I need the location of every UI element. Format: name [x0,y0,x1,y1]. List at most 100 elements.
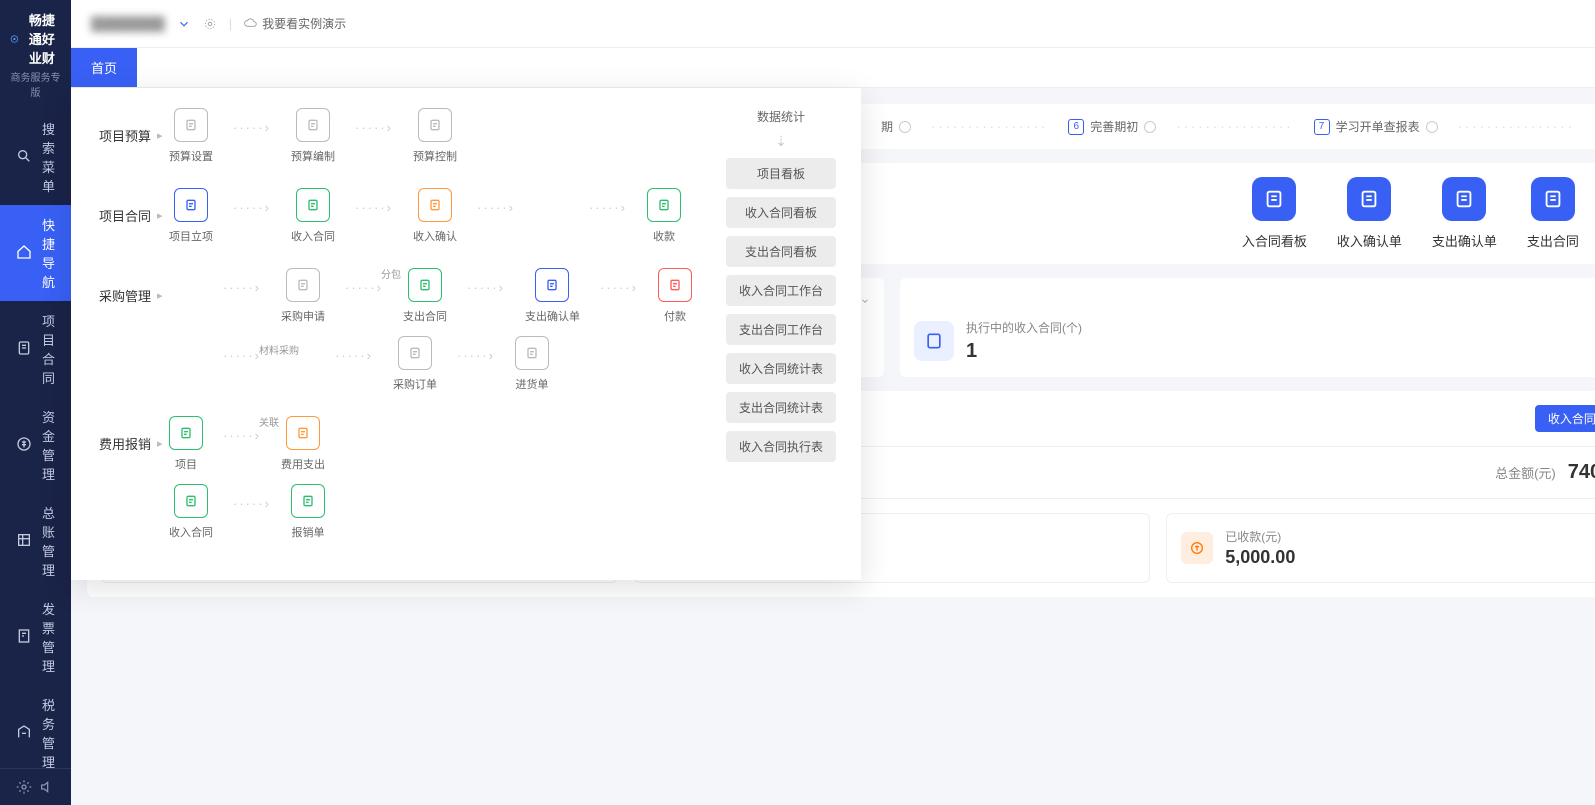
quick-icon [1531,177,1575,221]
flow-node [169,344,203,384]
flow-node[interactable]: 采购申请 [281,268,325,324]
flow-node[interactable]: 收入合同 [169,484,213,540]
money-icon [16,436,32,455]
play-icon [899,121,911,133]
sidebar-item-label: 项目合同 [42,311,55,387]
sidebar-item-label: 总账管理 [42,503,55,579]
sidebar-footer [0,768,71,805]
amount-icon [1181,532,1213,564]
demo-link[interactable]: 我要看实例演示 [244,15,346,32]
brand-title: 畅捷通好业财 [23,10,61,67]
mega-quick-6[interactable]: 支出合同统计表 [726,392,836,423]
step-2[interactable]: 7 学习开单查报表 [1314,118,1438,135]
mega-quick-7[interactable]: 收入合同执行表 [726,431,836,462]
flow-node[interactable]: 进货单 [515,336,549,392]
mega-quick-5[interactable]: 收入合同统计表 [726,353,836,384]
quick-action-1[interactable]: 收入确认单 [1337,177,1402,250]
arrow-icon: ·····› [223,280,261,295]
step-1[interactable]: 6 完善期初 [1068,118,1156,135]
cloud-icon [244,17,258,31]
sidebar-item-label: 发票管理 [42,599,55,675]
main: ████████ | 我要看实例演示 消息 62 App下载 在线客服 [71,0,1595,805]
flow-node[interactable]: 收款 [647,188,681,244]
contract-tabs: 收入合同 支出合同 [1535,405,1595,432]
nav: 搜索菜单 快捷导航 项目合同 资金管理 总账管理 发票管理 税务管理 固定资产 … [0,109,71,768]
sidebar-item-money[interactable]: 资金管理 [0,397,71,493]
tab-home[interactable]: 首页 [71,48,137,87]
arrow-icon: ·····› [467,280,505,295]
arrow-icon: ·····› [345,280,383,295]
sidebar-item-ledger[interactable]: 总账管理 [0,493,71,589]
mega-quick-3[interactable]: 收入合同工作台 [726,275,836,306]
arrow-icon: ·····› [223,348,261,363]
quick-icon [1442,177,1486,221]
home-icon [16,244,32,263]
flow-node[interactable]: 报销单 [291,484,325,540]
sidebar-item-label: 资金管理 [42,407,55,483]
flow-node[interactable]: 采购订单 [393,336,437,392]
arrow-icon: ·····› [233,200,271,215]
amount-card-2: 已收款(元) 5,000.00 [1166,513,1595,583]
stat-card-1: 近90天 执行中的收入合同(个) 1 [900,278,1595,377]
quick-icon [1252,177,1296,221]
flow-node[interactable]: 预算编制 [291,108,335,164]
step-0[interactable]: 期 [881,118,911,135]
sidebar-item-invoice[interactable]: 发票管理 [0,589,71,685]
quick-action-2[interactable]: 支出确认单 [1432,177,1497,250]
quick-action-0[interactable]: 入合同看板 [1242,177,1307,250]
quick-action-3[interactable]: 支出合同 [1527,177,1579,250]
arrow-icon: ·····› [355,120,393,135]
invoice-icon [16,628,32,647]
quick-icon [1347,177,1391,221]
topbar: ████████ | 我要看实例演示 消息 62 App下载 在线客服 [71,0,1595,48]
logo-icon [10,30,19,48]
flow-node[interactable]: 支出确认单 [525,268,580,324]
flow-node[interactable]: 预算控制 [413,108,457,164]
contract-total-label: 总金额(元) [1495,463,1556,482]
mega-quick-1[interactable]: 收入合同看板 [726,197,836,228]
gear-icon[interactable] [203,17,217,31]
ledger-icon [16,532,32,551]
play-icon [1144,121,1156,133]
mega-quick-2[interactable]: 支出合同看板 [726,236,836,267]
stat-icon [914,321,954,361]
sidebar-item-home[interactable]: 快捷导航 [0,205,71,301]
tax-icon [16,724,32,743]
sidebar-item-search[interactable]: 搜索菜单 [0,109,71,205]
arrow-icon: ·····› [457,348,495,363]
arrow-down-icon: ⇣ [775,133,787,150]
flow-node[interactable]: 收入确认 [413,188,457,244]
flow-node: 材料采购 [281,344,315,384]
sidebar-item-tax[interactable]: 税务管理 [0,685,71,768]
arrow-icon: ·····› [223,428,261,443]
flow-node[interactable]: 分包 支出合同 [403,268,447,324]
sidebar-item-doc[interactable]: 项目合同 [0,301,71,397]
brand-subtitle: 商务服务专版 [10,69,61,99]
flow-node[interactable]: 关联 费用支出 [281,416,325,472]
sidebar-item-label: 搜索菜单 [42,119,55,195]
flow-node[interactable]: 项目 [169,416,203,472]
chevron-down-icon[interactable] [177,17,191,31]
doc-icon [16,340,32,359]
mega-quick-panel: 数据统计 ⇣ 项目看板收入合同看板支出合同看板收入合同工作台支出合同工作台收入合… [721,108,841,462]
search-icon [16,148,32,167]
contract-total: 740,000.00 [1568,461,1595,484]
mega-quick-0[interactable]: 项目看板 [726,158,836,189]
logo: 畅捷通好业财 商务服务专版 [0,0,71,109]
settings-icon[interactable] [16,779,32,795]
arrow-icon: ·····› [335,348,373,363]
mega-quick-4[interactable]: 支出合同工作台 [726,314,836,345]
arrow-icon: ·····› [233,120,271,135]
arrow-icon: ·····› [233,496,271,511]
org-name: ████████ [91,16,165,31]
flow-node[interactable]: 收入合同 [291,188,335,244]
flow-node[interactable]: 预算设置 [169,108,213,164]
arrow-icon: ·····› [589,200,627,215]
flow-node[interactable]: 付款 [658,268,692,324]
flow-node[interactable]: 项目立项 [169,188,213,244]
volume-icon[interactable] [39,779,55,795]
sidebar: 畅捷通好业财 商务服务专版 搜索菜单 快捷导航 项目合同 资金管理 总账管理 发… [0,0,71,805]
flow-node [535,196,569,236]
arrow-icon: ·····› [477,200,515,215]
tab-income-contract[interactable]: 收入合同 [1535,405,1595,432]
